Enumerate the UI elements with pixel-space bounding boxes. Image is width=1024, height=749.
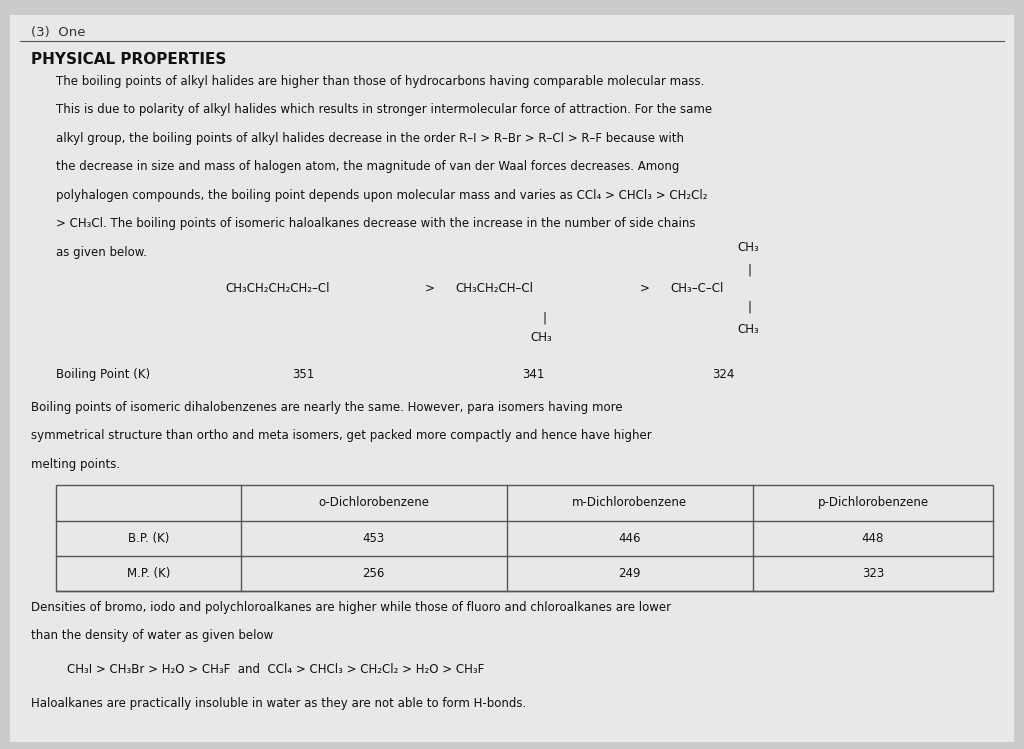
Text: symmetrical structure than ortho and meta isomers, get packed more compactly and: symmetrical structure than ortho and met… xyxy=(31,429,651,442)
Text: |: | xyxy=(748,263,752,276)
Text: Boiling points of isomeric dihalobenzenes are nearly the same. However, para iso: Boiling points of isomeric dihalobenzene… xyxy=(31,401,623,413)
Text: >: > xyxy=(640,282,650,295)
Text: melting points.: melting points. xyxy=(31,458,120,470)
Text: Boiling Point (K): Boiling Point (K) xyxy=(56,368,151,381)
Text: as given below.: as given below. xyxy=(56,246,147,258)
Text: |: | xyxy=(543,312,547,325)
Text: |: | xyxy=(748,300,752,314)
Text: 453: 453 xyxy=(362,532,385,545)
Text: B.P. (K): B.P. (K) xyxy=(128,532,169,545)
Text: polyhalogen compounds, the boiling point depends upon molecular mass and varies : polyhalogen compounds, the boiling point… xyxy=(56,189,708,201)
Text: CH₃–C–Cl: CH₃–C–Cl xyxy=(671,282,724,295)
Text: CH₃: CH₃ xyxy=(737,323,759,336)
Text: >: > xyxy=(425,282,435,295)
Text: This is due to polarity of alkyl halides which results in stronger intermolecula: This is due to polarity of alkyl halides… xyxy=(56,103,713,116)
Text: 341: 341 xyxy=(522,368,545,381)
Text: M.P. (K): M.P. (K) xyxy=(127,567,170,580)
Text: 256: 256 xyxy=(362,567,385,580)
Text: (3)  One: (3) One xyxy=(31,26,85,39)
FancyBboxPatch shape xyxy=(10,15,1014,742)
Text: CH₃: CH₃ xyxy=(737,240,759,254)
Text: > CH₃Cl. The boiling points of isomeric haloalkanes decrease with the increase i: > CH₃Cl. The boiling points of isomeric … xyxy=(56,217,696,230)
Bar xyxy=(56,485,993,591)
Text: 446: 446 xyxy=(618,532,641,545)
Text: The boiling points of alkyl halides are higher than those of hydrocarbons having: The boiling points of alkyl halides are … xyxy=(56,75,705,88)
Text: Haloalkanes are practically insoluble in water as they are not able to form H-bo: Haloalkanes are practically insoluble in… xyxy=(31,697,526,709)
Text: Densities of bromo, iodo and polychloroalkanes are higher while those of fluoro : Densities of bromo, iodo and polychloroa… xyxy=(31,601,671,613)
Text: PHYSICAL PROPERTIES: PHYSICAL PROPERTIES xyxy=(31,52,226,67)
Text: than the density of water as given below: than the density of water as given below xyxy=(31,629,273,642)
Text: 448: 448 xyxy=(862,532,884,545)
Text: 324: 324 xyxy=(712,368,734,381)
Text: alkyl group, the boiling points of alkyl halides decrease in the order R–I > R–B: alkyl group, the boiling points of alkyl… xyxy=(56,132,684,145)
Text: p-Dichlorobenzene: p-Dichlorobenzene xyxy=(817,497,929,509)
Text: CH₃CH₂CH–Cl: CH₃CH₂CH–Cl xyxy=(456,282,534,295)
Text: 249: 249 xyxy=(618,567,641,580)
Text: the decrease in size and mass of halogen atom, the magnitude of van der Waal for: the decrease in size and mass of halogen… xyxy=(56,160,680,173)
Text: CH₃CH₂CH₂CH₂–Cl: CH₃CH₂CH₂CH₂–Cl xyxy=(225,282,330,295)
Text: o-Dichlorobenzene: o-Dichlorobenzene xyxy=(318,497,429,509)
Text: m-Dichlorobenzene: m-Dichlorobenzene xyxy=(572,497,687,509)
Text: 351: 351 xyxy=(292,368,314,381)
Text: CH₃I > CH₃Br > H₂O > CH₃F  and  CCl₄ > CHCl₃ > CH₂Cl₂ > H₂O > CH₃F: CH₃I > CH₃Br > H₂O > CH₃F and CCl₄ > CHC… xyxy=(67,663,483,676)
Text: CH₃: CH₃ xyxy=(530,330,552,344)
Text: 323: 323 xyxy=(862,567,884,580)
